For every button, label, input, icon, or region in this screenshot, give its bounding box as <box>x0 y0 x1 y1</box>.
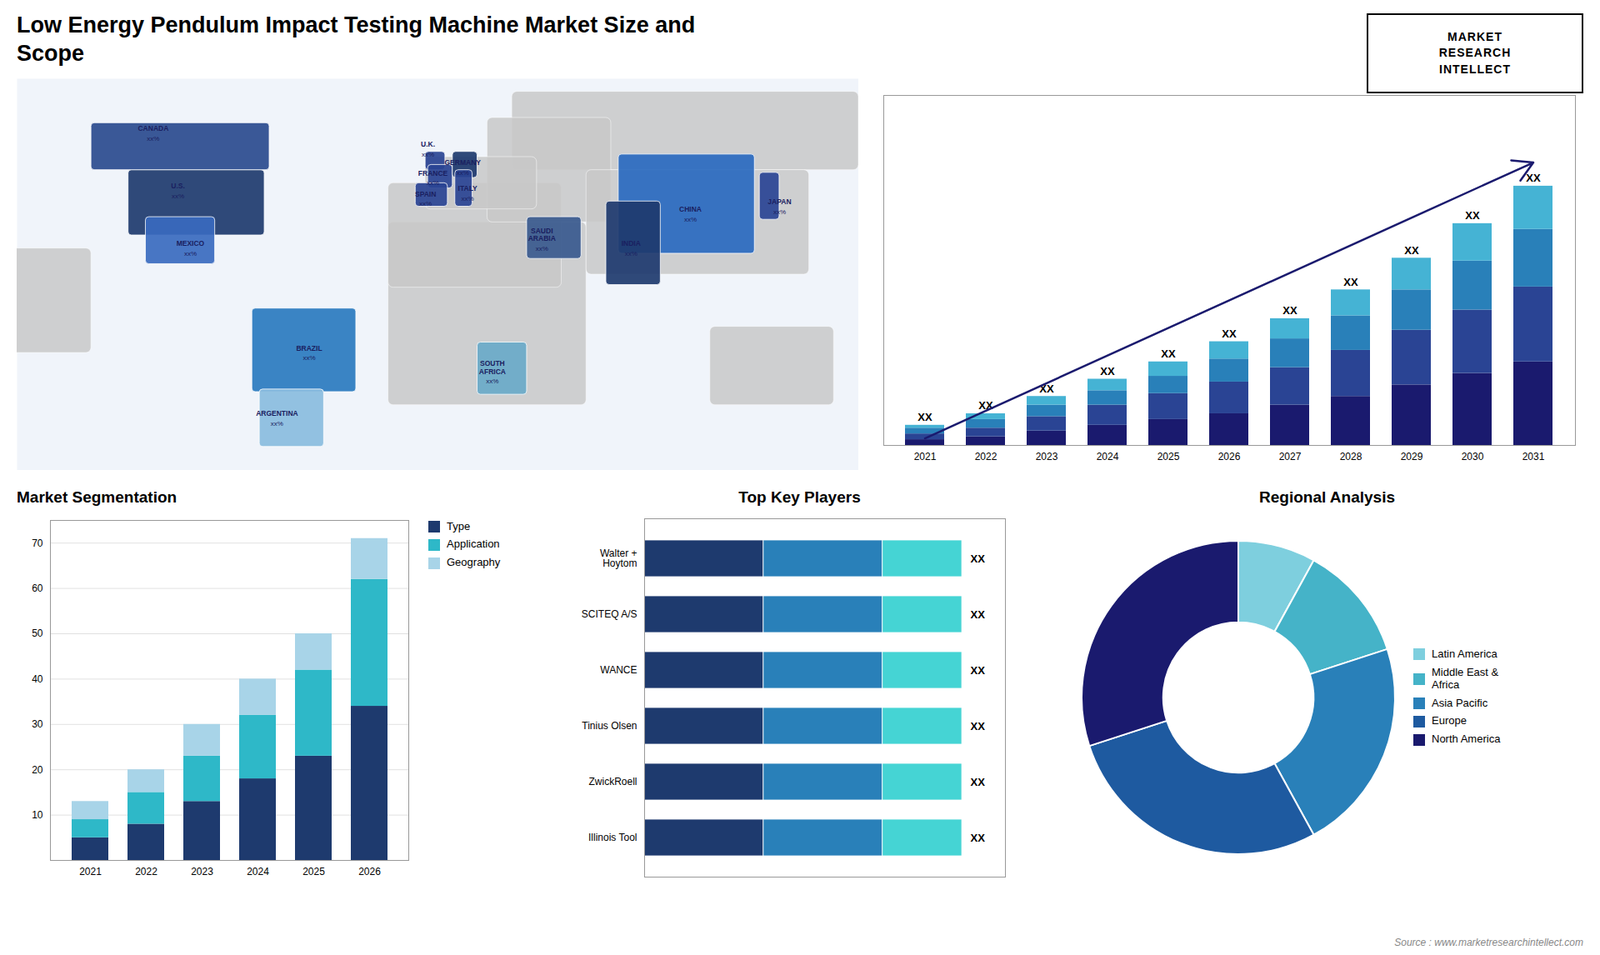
svg-text:XX: XX <box>1039 381 1054 395</box>
svg-text:xx%: xx% <box>419 200 432 208</box>
svg-text:20: 20 <box>31 763 44 775</box>
html-text:Application: Application <box>446 537 500 551</box>
html-text:Europe: Europe <box>1431 714 1467 727</box>
svg-text:xx%: xx% <box>684 215 697 224</box>
svg-text:2026: 2026 <box>1218 450 1241 463</box>
svg-text:10: 10 <box>31 808 44 820</box>
svg-text:U.K.: U.K. <box>420 140 435 149</box>
svg-text:U.S.: U.S. <box>170 181 185 190</box>
html-text:Low Energy Pendulum Impact Tes: Low Energy Pendulum Impact Testing Machi… <box>16 12 696 66</box>
svg-text:SPAIN: SPAIN <box>415 189 436 198</box>
svg-text:2021: 2021 <box>914 450 937 463</box>
html-text:MARKET: MARKET <box>1447 29 1503 43</box>
svg-text:XX: XX <box>970 607 986 620</box>
svg-text:2023: 2023 <box>1035 450 1059 463</box>
svg-text:Walter +Hoytom: Walter +Hoytom <box>600 547 638 570</box>
svg-text:XX: XX <box>1100 364 1115 377</box>
svg-text:XX: XX <box>1404 243 1420 256</box>
svg-text:2031: 2031 <box>1522 450 1545 463</box>
svg-text:GERMANY: GERMANY <box>444 158 481 167</box>
html-text:Type: Type <box>446 519 471 533</box>
svg-text:40: 40 <box>31 672 44 685</box>
svg-text:SCITEQ A/S: SCITEQ A/S <box>581 608 638 620</box>
html-text:INTELLECT: INTELLECT <box>1439 62 1511 76</box>
svg-text:30: 30 <box>31 718 44 730</box>
svg-text:XX: XX <box>1525 171 1541 185</box>
svg-text:CHINA: CHINA <box>679 205 702 214</box>
svg-text:xx%: xx% <box>270 419 284 427</box>
svg-text:2025: 2025 <box>302 865 325 878</box>
svg-text:2028: 2028 <box>1340 450 1363 463</box>
svg-text:Tinius Olsen: Tinius Olsen <box>581 720 637 732</box>
html-text:Market Segmentation: Market Segmentation <box>16 487 177 506</box>
html-text:RESEARCH: RESEARCH <box>1438 46 1512 60</box>
svg-text:xx%: xx% <box>421 150 435 158</box>
svg-text:XX: XX <box>970 830 986 844</box>
svg-text:ZwickRoell: ZwickRoell <box>588 775 637 788</box>
svg-text:ITALY: ITALY <box>458 184 478 193</box>
svg-text:Illinois Tool: Illinois Tool <box>588 831 637 844</box>
svg-text:SOUTHAFRICA: SOUTHAFRICA <box>479 359 506 375</box>
svg-text:JAPAN: JAPAN <box>767 197 791 206</box>
svg-text:XX: XX <box>978 399 994 412</box>
svg-text:2027: 2027 <box>1279 450 1302 463</box>
svg-text:xx%: xx% <box>146 134 160 142</box>
svg-text:2021: 2021 <box>79 865 102 878</box>
svg-text:xx%: xx% <box>461 195 475 203</box>
svg-text:XX: XX <box>970 663 986 676</box>
svg-text:70: 70 <box>31 536 44 549</box>
svg-text:2030: 2030 <box>1461 450 1485 463</box>
svg-text:xx%: xx% <box>485 377 499 385</box>
svg-text:2022: 2022 <box>975 450 998 463</box>
svg-text:xx%: xx% <box>535 244 549 252</box>
svg-text:ARGENTINA: ARGENTINA <box>255 408 299 417</box>
html-text:Latin America: Latin America <box>1431 647 1498 660</box>
html-text:Middle East & Africa: Middle East & Africa <box>1431 665 1499 691</box>
svg-text:xx%: xx% <box>456 168 470 176</box>
svg-text:2026: 2026 <box>358 865 381 878</box>
svg-text:2022: 2022 <box>135 865 158 878</box>
svg-text:XX: XX <box>970 775 986 788</box>
svg-text:SAUDIARABIA: SAUDIARABIA <box>528 225 556 242</box>
svg-text:xx%: xx% <box>184 249 197 257</box>
svg-text:XX: XX <box>970 719 986 732</box>
svg-text:XX: XX <box>1465 209 1480 222</box>
svg-text:xx%: xx% <box>171 191 185 200</box>
svg-text:2023: 2023 <box>190 865 214 878</box>
html-text:Top Key Players: Top Key Players <box>738 487 861 506</box>
html-text:Regional Analysis: Regional Analysis <box>1259 487 1395 506</box>
svg-text:XX: XX <box>1343 275 1359 288</box>
svg-text:XX: XX <box>1221 327 1237 340</box>
html-text:Geography: Geography <box>446 556 501 569</box>
svg-text:xx%: xx% <box>773 207 786 215</box>
svg-text:MEXICO: MEXICO <box>176 239 205 248</box>
html-text:North America: North America <box>1431 732 1501 746</box>
html-text:Source : www.marketresearchint: Source : www.marketresearchintellect.com <box>1394 936 1584 949</box>
svg-text:XX: XX <box>1282 304 1298 317</box>
svg-text:CANADA: CANADA <box>137 124 169 133</box>
svg-text:2025: 2025 <box>1157 450 1180 463</box>
svg-text:2024: 2024 <box>1096 450 1120 463</box>
svg-text:50: 50 <box>31 627 44 640</box>
svg-text:WANCE: WANCE <box>600 664 637 676</box>
svg-text:2029: 2029 <box>1400 450 1424 463</box>
svg-text:BRAZIL: BRAZIL <box>295 343 322 352</box>
svg-text:xx%: xx% <box>426 179 440 187</box>
svg-text:2024: 2024 <box>246 865 270 878</box>
svg-text:xx%: xx% <box>625 249 638 257</box>
svg-text:60: 60 <box>31 581 44 594</box>
html-text:Asia Pacific: Asia Pacific <box>1431 696 1488 709</box>
svg-text:FRANCE: FRANCE <box>418 168 449 177</box>
svg-text:xx%: xx% <box>302 354 315 362</box>
svg-text:XX: XX <box>1160 347 1176 360</box>
svg-text:XX: XX <box>970 551 986 565</box>
svg-text:INDIA: INDIA <box>621 239 641 248</box>
svg-text:XX: XX <box>917 410 933 424</box>
